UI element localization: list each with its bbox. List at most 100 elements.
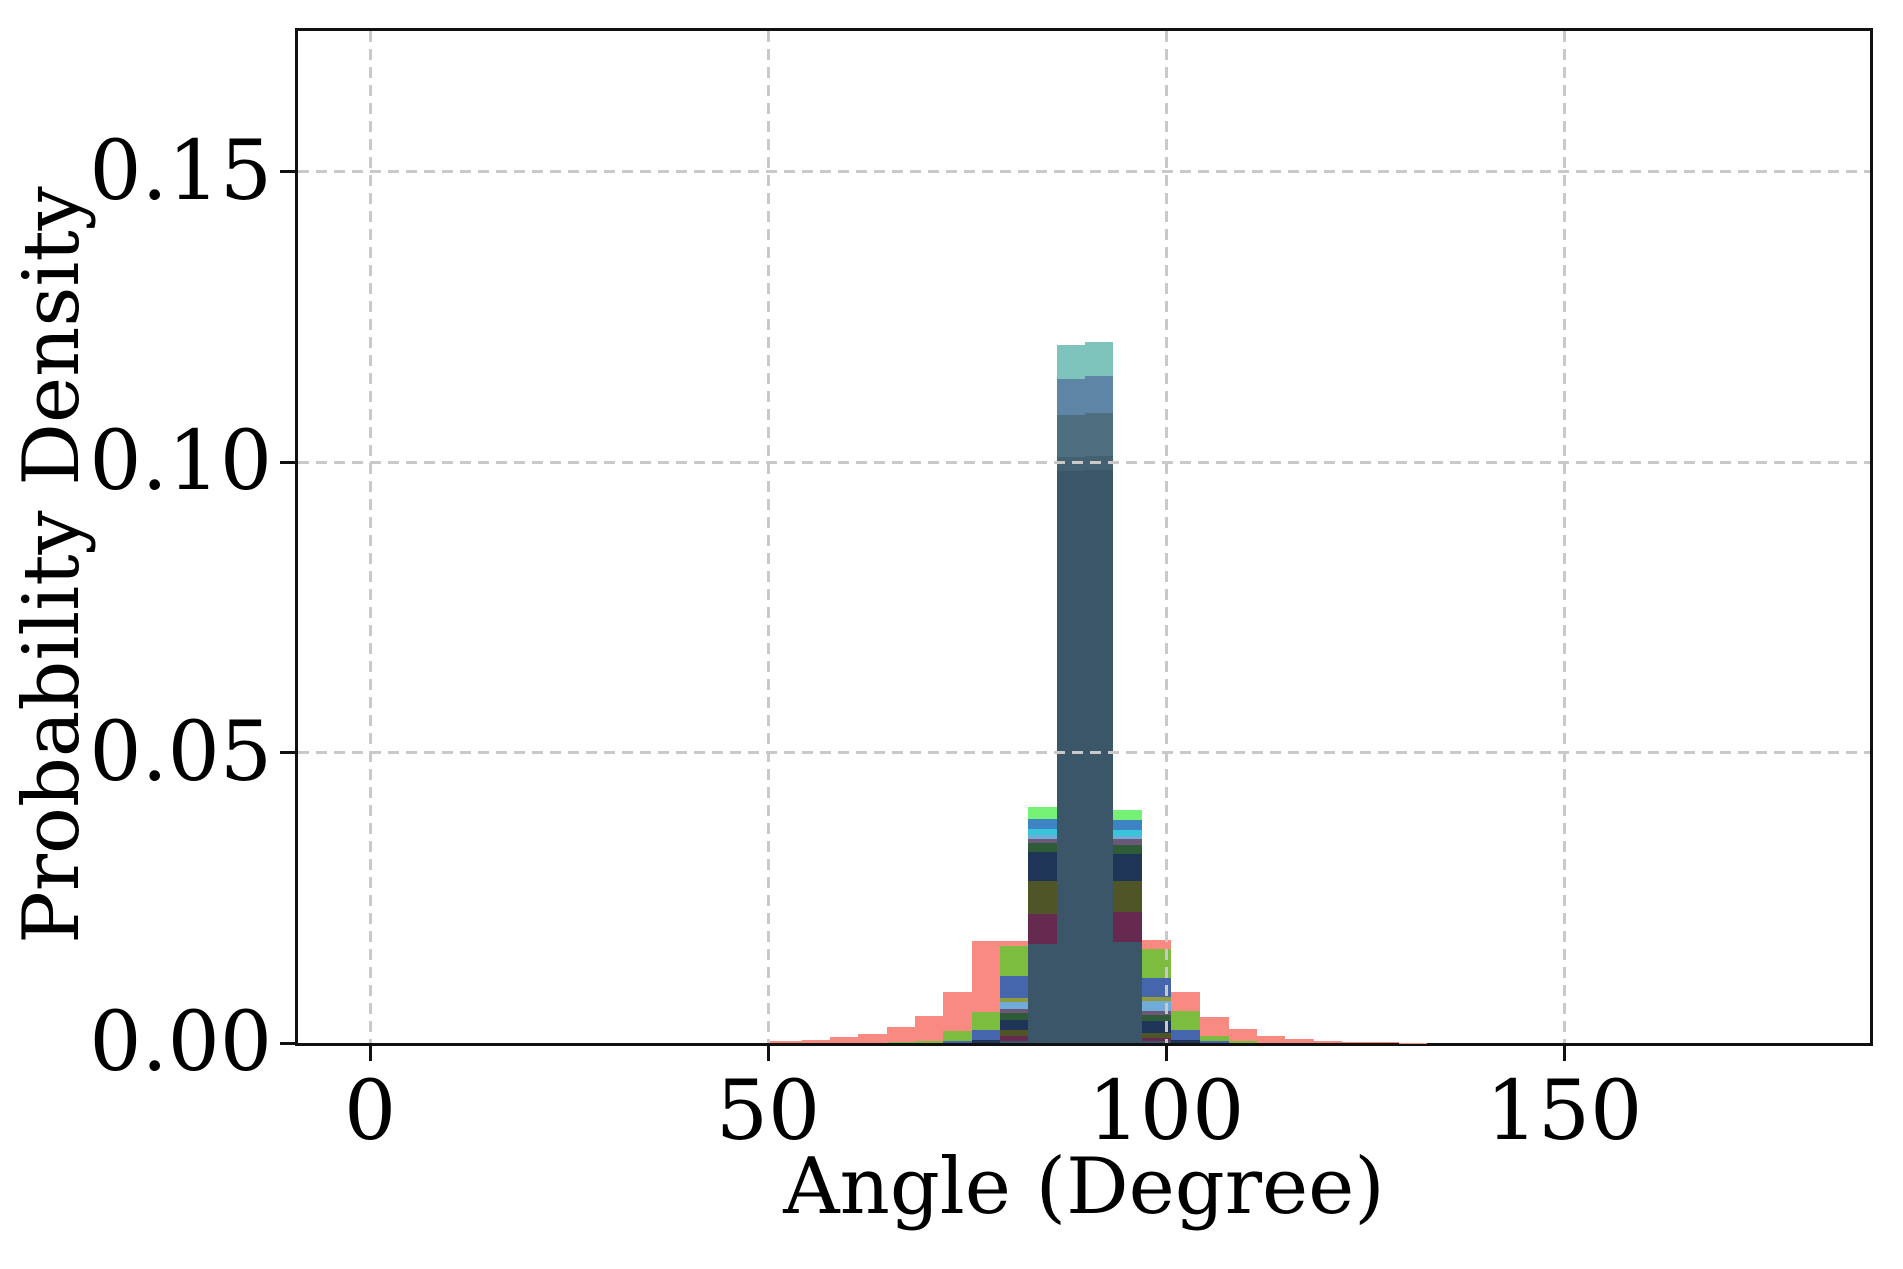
histogram-bar-segment — [1056, 456, 1085, 471]
histogram-bar-segment — [1112, 819, 1143, 830]
histogram-bar-segment — [999, 976, 1029, 998]
y-tick-label: 0.15 — [89, 123, 272, 219]
histogram-bar-segment — [1314, 1040, 1342, 1043]
histogram-bar-segment — [886, 1041, 916, 1043]
histogram-bar-segment — [1112, 844, 1143, 855]
x-axis-tick — [1164, 1046, 1168, 1061]
histogram-bar-segment — [1228, 1029, 1257, 1041]
histogram-bar-segment — [1170, 1040, 1201, 1043]
histogram-bar-segment — [1084, 376, 1113, 414]
histogram-bar-segment — [1142, 1033, 1171, 1038]
histogram-bar-segment — [1084, 470, 1113, 1043]
histogram-bar-segment — [943, 991, 972, 1032]
histogram-bar-segment — [971, 1040, 1000, 1043]
histogram-bar-segment — [1112, 880, 1143, 913]
histogram-bar-segment — [1142, 1020, 1171, 1034]
histogram-bar-segment — [915, 1040, 944, 1043]
histogram-bar-segment — [999, 940, 1029, 946]
histogram-bar-segment — [1142, 948, 1171, 978]
x-tick-label: 100 — [1087, 1064, 1245, 1159]
histogram-bar-segment — [1142, 940, 1171, 949]
histogram-bar-segment — [999, 1009, 1029, 1014]
histogram-bar-segment — [943, 1031, 972, 1042]
histogram-bar-segment — [1112, 912, 1143, 942]
histogram-bar-segment — [1028, 852, 1057, 881]
histogram-bar-segment — [1028, 838, 1057, 844]
histogram-bar-segment — [1028, 880, 1057, 915]
histogram-bar-segment — [1341, 1041, 1372, 1043]
histogram-bar-segment — [1285, 1038, 1315, 1043]
histogram-bar-segment — [857, 1034, 887, 1043]
y-axis-tick — [280, 460, 295, 464]
histogram-bar-segment — [1112, 854, 1143, 881]
histogram-bar-segment — [1142, 997, 1171, 1002]
histogram-bar-segment — [1142, 977, 1171, 998]
histogram-bar-segment — [1112, 810, 1143, 820]
y-axis-tick — [280, 170, 295, 174]
histogram-bar-segment — [1112, 941, 1143, 1043]
histogram-bar-segment — [802, 1039, 831, 1043]
histogram-bar-segment — [1170, 991, 1201, 1012]
histogram-bar-segment — [1028, 843, 1057, 853]
histogram-bar-segment — [1256, 1036, 1286, 1043]
histogram-bar-segment — [999, 1019, 1029, 1031]
histogram-bar-segment — [1142, 1015, 1171, 1021]
histogram-bar-segment — [1170, 1011, 1201, 1030]
y-axis-tick — [280, 1041, 295, 1045]
histogram-bar-segment — [999, 1030, 1029, 1037]
histogram-bar-segment — [1170, 1029, 1201, 1041]
histogram-bar-segment — [1084, 413, 1113, 457]
histogram-bar-segment — [1112, 835, 1143, 840]
histogram-bar-segment — [999, 1013, 1029, 1020]
histogram-bar-segment — [1142, 1041, 1171, 1043]
histogram-bar-segment — [999, 945, 1029, 977]
histogram-bar-segment — [1142, 1001, 1171, 1012]
x-axis-tick — [1562, 1046, 1566, 1061]
histogram-bar-segment — [1142, 1011, 1171, 1016]
y-tick-label: 0.05 — [89, 704, 272, 800]
histogram-bar-segment — [1084, 456, 1113, 471]
x-tick-label: 50 — [715, 1064, 821, 1159]
histogram-bar-segment — [1112, 829, 1143, 836]
histogram-bar-segment — [830, 1037, 858, 1043]
histogram-bar-segment — [1028, 943, 1057, 1043]
histogram-bar-segment — [1056, 345, 1085, 379]
histogram-bar-segment — [1084, 342, 1113, 377]
histogram-bar-segment — [770, 1041, 803, 1043]
y-axis-tick — [280, 751, 295, 755]
histogram-bar-segment — [1200, 1016, 1229, 1036]
histogram-bar-segment — [999, 1036, 1029, 1041]
histogram-bar-segment — [1142, 1037, 1171, 1042]
histogram-bar-segment — [1056, 415, 1085, 457]
x-axis-label: Angle (Degree) — [783, 1142, 1385, 1232]
histogram-bar-segment — [1056, 470, 1085, 1043]
y-tick-label: 0.10 — [89, 414, 272, 510]
histogram-bar-segment — [1028, 818, 1057, 830]
histogram-bar-segment — [971, 940, 1000, 1013]
histogram-bar-segment — [915, 1016, 944, 1041]
x-tick-label: 0 — [343, 1064, 397, 1159]
histogram-bar-segment — [1028, 835, 1057, 839]
y-tick-label: 0.00 — [89, 995, 272, 1090]
histogram-bar-segment — [1028, 829, 1057, 835]
x-axis-tick — [368, 1046, 372, 1061]
histogram-bar-segment — [1112, 839, 1143, 845]
histogram-bar-segment — [1028, 914, 1057, 944]
histogram-bar-segment — [999, 997, 1029, 1003]
plot-area — [295, 28, 1873, 1046]
y-axis-label: Probability Density — [7, 186, 97, 944]
histogram-bar-segment — [1200, 1040, 1229, 1043]
histogram-bar-segment — [886, 1026, 916, 1042]
x-tick-label: 150 — [1485, 1064, 1643, 1159]
histogram-bar-segment — [1056, 378, 1085, 415]
histogram-bar-segment — [999, 1002, 1029, 1010]
histogram-bar-segment — [1228, 1040, 1257, 1043]
histogram-bar-segment — [943, 1041, 972, 1043]
x-axis-tick — [766, 1046, 770, 1061]
histogram-bars-layer — [298, 31, 1870, 1043]
histogram-bar-segment — [971, 1012, 1000, 1031]
histogram-bar-segment — [1028, 807, 1057, 819]
histogram-bar-segment — [971, 1030, 1000, 1041]
histogram-bar-segment — [1200, 1036, 1229, 1041]
